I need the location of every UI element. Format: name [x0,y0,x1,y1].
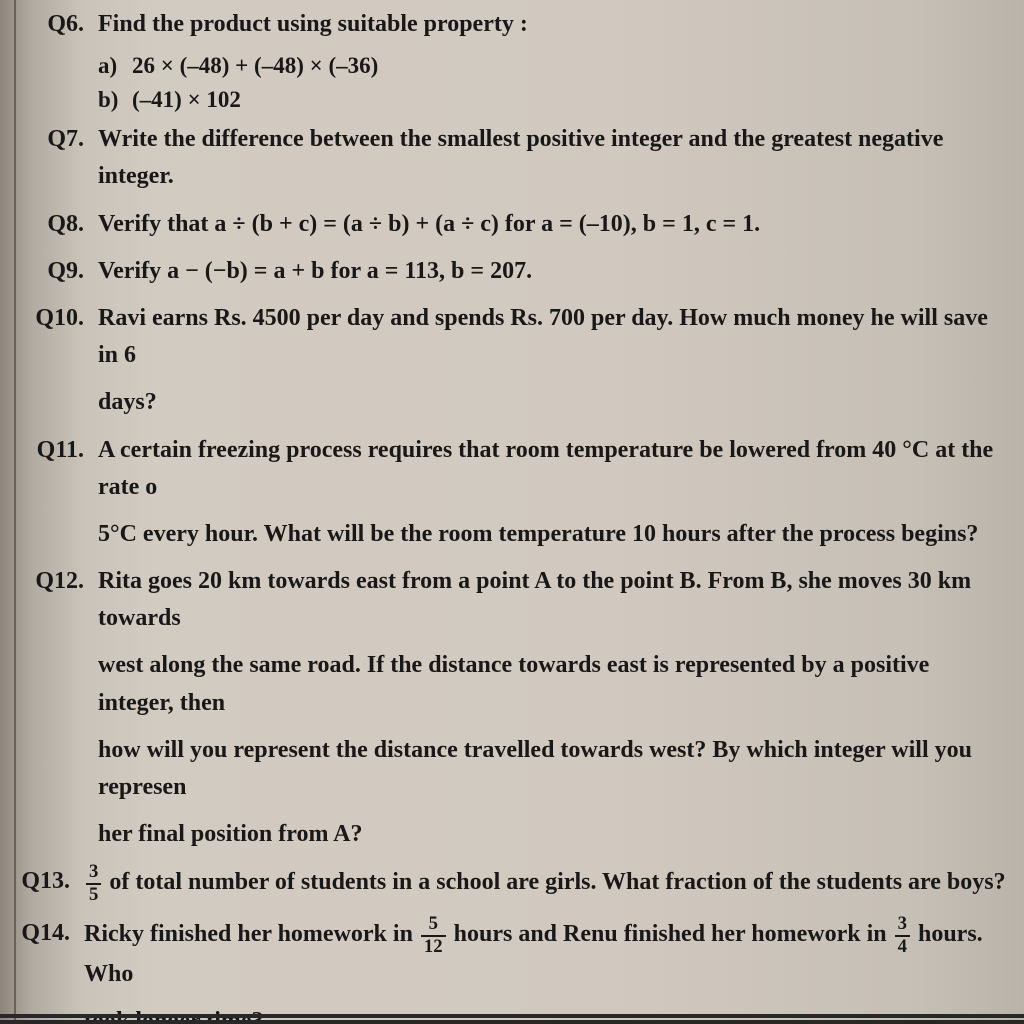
fraction: 3 4 [895,915,910,956]
question-8: Q8. Verify that a ÷ (b + c) = (a ÷ b) + … [14,206,1010,243]
question-12: Q12. Rita goes 20 km towards east from a… [14,563,1010,637]
margin-rule [14,0,16,1024]
q12-cont-2: how will you represent the distance trav… [14,732,1010,806]
part-label: b) [98,87,132,113]
question-text: Find the product using suitable property… [98,6,1010,43]
question-text: A certain freezing process requires that… [98,432,1010,506]
question-7: Q7. Write the difference between the sma… [14,121,1010,195]
part-label: a) [98,53,132,79]
question-11: Q11. A certain freezing process requires… [14,432,1010,506]
q12-cont-3: her final position from A? [14,816,1010,853]
question-number: Q13. [0,863,84,900]
q6-part-a: a) 26 × (–48) + (–48) × (–36) [14,53,1010,79]
question-number: Q11. [14,432,98,469]
part-expr: 26 × (–48) + (–48) × (–36) [132,53,378,79]
q10-cont: days? [14,384,1010,421]
question-number: Q8. [14,206,98,243]
question-text: Verify that a ÷ (b + c) = (a ÷ b) + (a ÷… [98,206,1010,243]
question-text: Ricky finished her homework in 5 12 hour… [84,915,1010,994]
question-number: Q14. [0,915,84,952]
question-9: Q9. Verify a − (−b) = a + b for a = 113,… [14,253,1010,290]
question-6: Q6. Find the product using suitable prop… [14,6,1010,43]
q12-cont-1: west along the same road. If the distanc… [14,647,1010,721]
question-13: Q13. 3 5 of total number of students in … [0,863,1010,904]
question-number: Q7. [14,121,98,158]
q11-cont: 5°C every hour. What will be the room te… [14,516,1010,553]
question-text: Rita goes 20 km towards east from a poin… [98,563,1010,637]
question-number: Q9. [14,253,98,290]
fraction: 5 12 [421,915,446,956]
question-10: Q10. Ravi earns Rs. 4500 per day and spe… [14,300,1010,374]
part-expr: (–41) × 102 [132,87,241,113]
question-number: Q12. [14,563,98,600]
question-number: Q6. [14,6,98,43]
question-number: Q10. [14,300,98,337]
worksheet-page: Q6. Find the product using suitable prop… [0,0,1024,1024]
bottom-rule [0,1014,1024,1018]
question-text: 3 5 of total number of students in a sch… [84,863,1010,904]
bottom-rule-2 [0,1020,1024,1024]
question-text: Ravi earns Rs. 4500 per day and spends R… [98,300,1010,374]
question-text: Write the difference between the smalles… [98,121,1010,195]
q6-part-b: b) (–41) × 102 [14,87,1010,113]
question-14: Q14. Ricky finished her homework in 5 12… [0,915,1010,994]
fraction: 3 5 [86,863,101,904]
question-text: Verify a − (−b) = a + b for a = 113, b =… [98,253,1010,290]
